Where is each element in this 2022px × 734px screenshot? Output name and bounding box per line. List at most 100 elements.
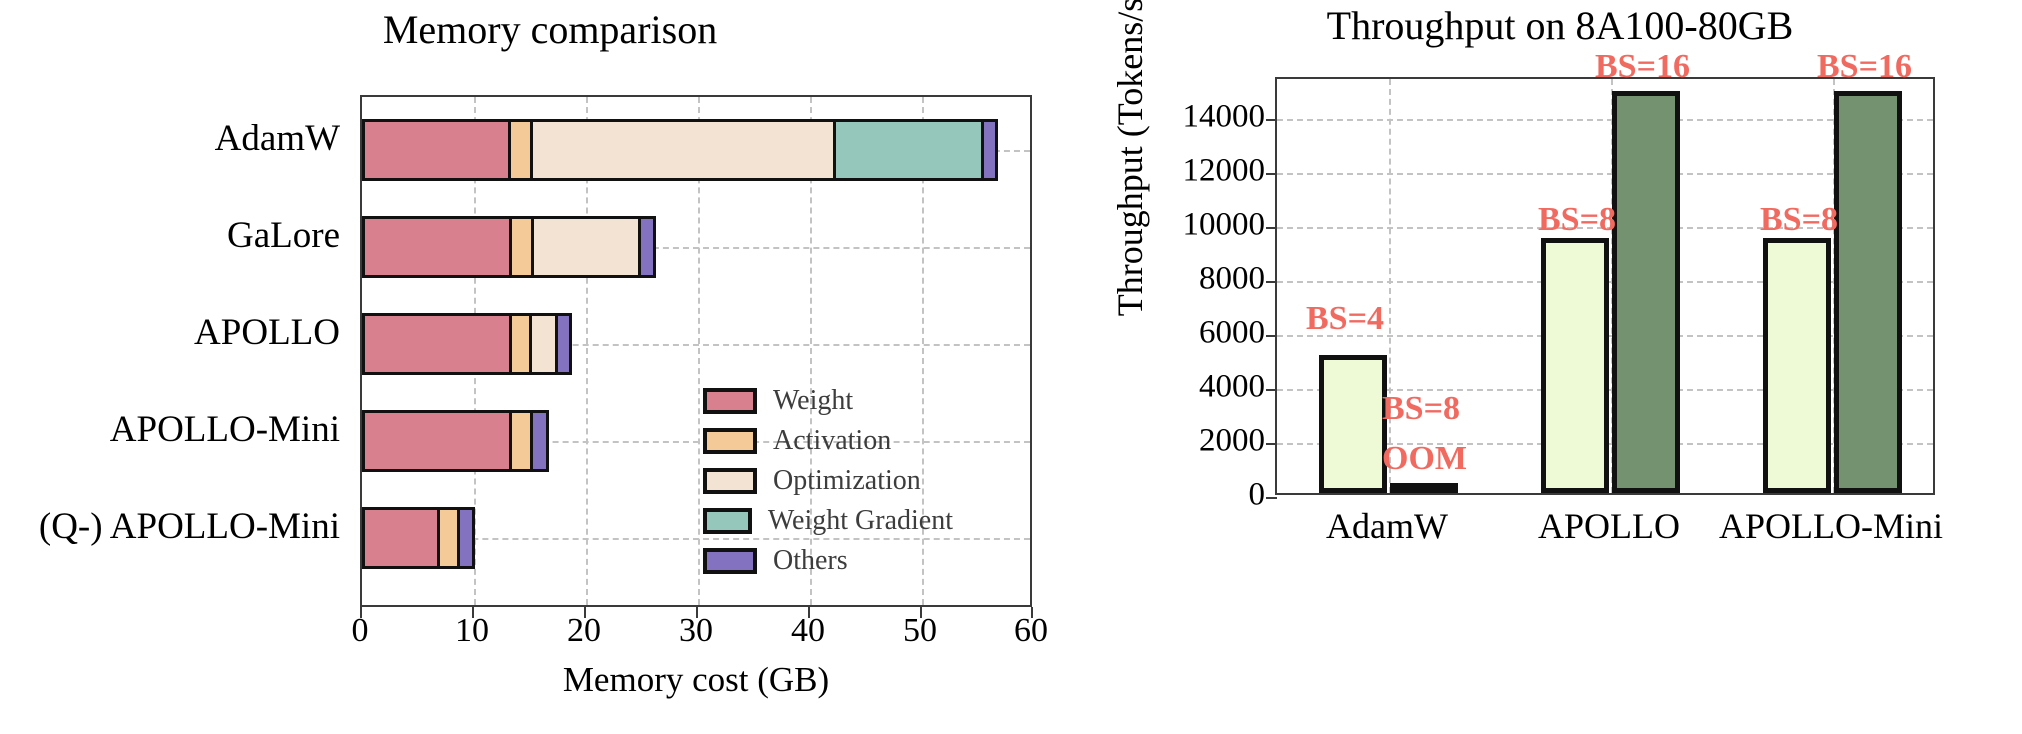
left-chart-title: Memory comparison [382, 7, 718, 52]
gridline-y-galore [362, 247, 1030, 249]
xtickmark-10 [472, 607, 474, 618]
ytickmark-8000 [1266, 281, 1277, 283]
stacked-bar-apollo-mini [362, 410, 549, 472]
annotation-apollo-mini-bs16: BS=16 [1817, 48, 1912, 85]
xtickmark-20 [584, 607, 586, 618]
legend-item-weight-gradient: Weight Gradient [703, 501, 953, 541]
segment-others [555, 313, 572, 375]
gridline-x-30 [698, 97, 700, 605]
bar-label-q-apollo-mini: (Q-) APOLLO-Mini [38, 506, 340, 547]
ytick-label-2000: 2000 [1199, 422, 1265, 459]
segment-weight-gradient [833, 119, 984, 181]
ytick-label-0: 0 [1248, 476, 1266, 513]
gridline-y-10000 [1277, 227, 1933, 229]
right-plot-area [1266, 77, 1935, 499]
ytickmark-0 [1266, 497, 1277, 499]
segment-weight [362, 410, 512, 472]
bar-label-apollo: APOLLO [194, 312, 340, 353]
annotation-apollo-mini-bs8: BS=8 [1760, 201, 1838, 238]
legend-item-weight: Weight [703, 381, 953, 421]
ytick-label-6000: 6000 [1199, 314, 1265, 351]
ytickmark-10000 [1266, 227, 1277, 229]
gridline-y-12000 [1277, 173, 1933, 175]
annotation-apollo-bs16: BS=16 [1595, 48, 1690, 85]
xtick-label-30: 30 [679, 612, 713, 649]
left-plot-area [360, 95, 1032, 607]
gridline-x-40 [810, 97, 812, 605]
bar-adamw-bs4 [1319, 355, 1387, 493]
left-legend: Weight Activation Optimization Weight Gr… [703, 381, 953, 581]
left-xaxis-label: Memory cost (GB) [562, 660, 830, 699]
segment-others [638, 216, 656, 278]
stacked-bar-galore [362, 216, 656, 278]
legend-swatch-optimization-icon [703, 468, 757, 494]
annotation-adamw-bs4: BS=4 [1306, 300, 1384, 337]
ytick-label-8000: 8000 [1199, 260, 1265, 297]
ytick-label-14000: 14000 [1182, 98, 1266, 135]
xtick-label-60: 60 [1014, 612, 1048, 649]
gridline-y-apollo-mini [362, 441, 1030, 443]
gridline-y-q-apollo-mini [362, 538, 1030, 540]
bar-label-apollo-mini: APOLLO-Mini [109, 409, 340, 450]
annotation-adamw-oom: OOM [1382, 440, 1467, 477]
gridline-x-50 [922, 97, 924, 605]
gridline-y-14000 [1277, 119, 1933, 121]
bar-adamw-bs8-oom [1390, 483, 1458, 493]
bar-label-galore: GaLore [227, 215, 340, 256]
ytick-label-4000: 4000 [1199, 368, 1265, 405]
ytick-label-12000: 12000 [1182, 152, 1266, 189]
legend-swatch-activation-icon [703, 428, 757, 454]
segment-optimization [530, 119, 836, 181]
bar-label-adamw: AdamW [214, 118, 340, 159]
gridline-x-1 [1389, 79, 1391, 493]
ytickmark-2000 [1266, 443, 1277, 445]
segment-weight [362, 313, 512, 375]
ytick-label-10000: 10000 [1182, 206, 1266, 243]
segment-optimization [531, 216, 641, 278]
legend-label-weight: Weight [773, 385, 854, 416]
segment-weight [362, 216, 512, 278]
segment-weight [362, 507, 440, 569]
segment-others [530, 410, 549, 472]
ytickmark-6000 [1266, 335, 1277, 337]
xtickmark-40 [808, 607, 810, 618]
ytickmark-4000 [1266, 389, 1277, 391]
xtick-label-apollo: APOLLO [1538, 506, 1680, 546]
annotation-adamw-bs8: BS=8 [1382, 390, 1460, 427]
xtickmark-0 [360, 607, 362, 618]
ytickmark-14000 [1266, 119, 1277, 121]
gridline-y-apollo [362, 344, 1030, 346]
xtick-label-adamw: AdamW [1326, 506, 1448, 546]
legend-label-weight-gradient: Weight Gradient [767, 505, 953, 536]
legend-swatch-weight-icon [703, 388, 757, 414]
xtickmark-60 [1031, 607, 1033, 618]
bar-apollo-mini-bs8 [1763, 238, 1831, 493]
bar-apollo-bs16 [1612, 91, 1680, 493]
memory-comparison-chart: Memory comparison AdamW GaLore APOLLO AP… [38, 7, 1048, 699]
stacked-bar-q-apollo-mini [362, 507, 475, 569]
segment-weight [362, 119, 511, 181]
xtick-label-10: 10 [455, 612, 489, 649]
xtick-label-apollo-mini: APOLLO-Mini [1719, 506, 1943, 546]
annotation-apollo-bs8: BS=8 [1538, 201, 1616, 238]
xtickmark-50 [920, 607, 922, 618]
segment-others [981, 119, 998, 181]
xtick-label-0: 0 [351, 612, 369, 649]
legend-item-activation: Activation [703, 421, 953, 461]
bar-apollo-mini-bs16 [1834, 91, 1902, 493]
bar-apollo-bs8 [1541, 238, 1609, 493]
legend-item-others: Others [703, 541, 953, 581]
legend-item-optimization: Optimization [703, 461, 953, 501]
legend-swatch-weight-gradient-icon [703, 508, 752, 534]
right-chart-title: Throughput on 8A100-80GB [1326, 3, 1794, 48]
stacked-bar-apollo [362, 313, 572, 375]
segment-others [457, 507, 475, 569]
xtick-label-50: 50 [903, 612, 937, 649]
stacked-bar-adamw [362, 119, 998, 181]
legend-swatch-others-icon [703, 548, 757, 574]
ytickmark-12000 [1266, 173, 1277, 175]
segment-optimization [529, 313, 558, 375]
legend-label-others: Others [773, 545, 848, 576]
throughput-chart: Throughput on 8A100-80GB Throughput (Tok… [1060, 0, 2022, 734]
